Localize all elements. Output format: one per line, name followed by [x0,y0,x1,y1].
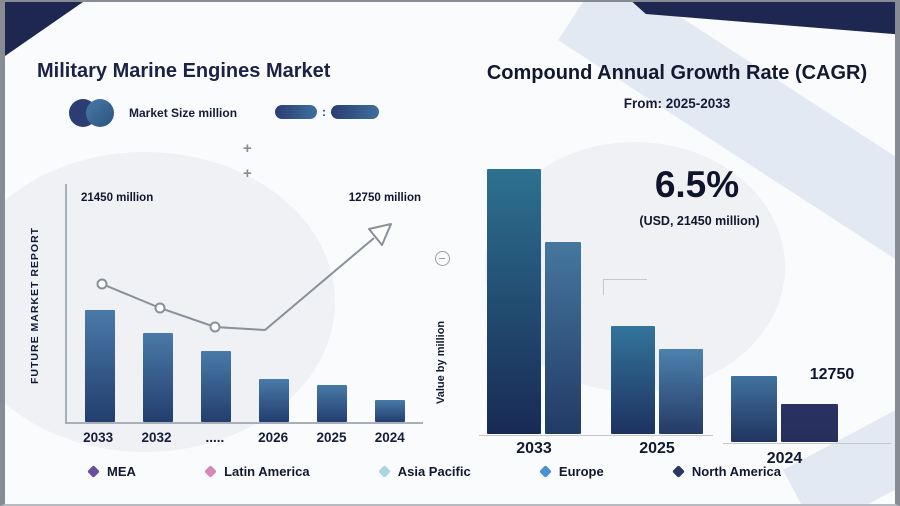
left-chart-x-axis-labels: 2033 2032..... 2026 2025 2024 [65,430,423,445]
legend-diamond [539,465,552,478]
left-x-label: 2033 [83,430,114,445]
left-x-label: 2025 [316,430,347,445]
left-chart-y-axis-label: FUTURE MARKET REPORT [29,226,41,384]
right-chart-y-axis-label: Value by million [435,320,447,404]
legend-item-north-america: North America [672,464,781,479]
left-chart-start-value: 21450 million [81,192,154,204]
legend-item-latin-america: Latin America [204,464,310,479]
left-chart-end-value: 12750 million [348,192,421,204]
left-bar-2032 [143,333,173,422]
right-x-label: 2025 [639,440,675,457]
right-bar [487,169,541,434]
right-bar [659,349,703,434]
legend-item-europe: Europe [539,464,604,479]
left-x-label: 2024 [374,430,405,445]
legend-label: MEA [107,464,136,479]
right-bar-group-2024 [731,376,838,442]
plus-decoration: + [243,140,252,157]
right-bar [731,376,777,442]
legend-item-mea: MEA [87,464,136,479]
page-title: Military Marine Engines Market [37,60,331,82]
left-chart-bars [67,184,423,422]
legend-label: North America [691,464,781,479]
cagr-chart: 12750 2033 2025 2024 [473,152,893,472]
left-bar-2026 [259,379,289,422]
market-size-legend: Market Size million [69,98,237,128]
right-bar-group-2025 [611,326,703,434]
left-bar-..... [201,351,231,422]
cagr-value: 6.5% [654,164,740,205]
legend-diamond [672,465,685,478]
cagr-period: From: 2025-2033 [623,96,731,111]
right-chart-baseline [479,434,713,436]
legend-diamond [87,465,100,478]
legend-label: Europe [558,464,604,479]
bracket-decoration [603,279,647,295]
region-legend: MEA Latin America Asia Pacific Europe North … [87,464,781,479]
legend-label: Latin America [224,464,310,479]
right-bar [611,326,655,434]
legend-diamond [204,465,217,478]
pill-separator: : [322,105,326,119]
market-size-legend-label: Market Size million [129,106,238,120]
left-bar-2024 [375,400,405,422]
right-chart-baseline [723,442,891,444]
market-size-chart: 21450 million 12750 million [65,184,423,424]
right-bar [781,404,838,442]
plus-decoration: + [243,165,252,182]
sphere-light-half [86,99,114,127]
left-x-label: 2026 [258,430,289,445]
corner-accent-top-left [5,2,83,56]
right-x-label: 2024 [766,450,803,467]
right-bar-group-2033 [487,169,581,434]
pill-decoration [331,105,379,119]
right-x-label: 2033 [516,440,552,457]
circle-decoration [435,251,450,266]
left-bar-2033 [85,310,115,422]
right-bar [545,242,581,434]
left-x-label: 2032 [141,430,172,445]
pill-decoration-group: : [275,105,379,119]
cagr-title: Compound Annual Growth Rate (CAGR) [486,62,868,84]
cagr-note: (USD, 21450 million) [639,214,760,228]
legend-diamond [377,465,391,478]
right-chart-annotation-12750: 12750 [809,366,855,383]
legend-item-asia-pacific: Asia Pacific [377,464,471,479]
left-bar-2025 [317,385,347,422]
pill-decoration [275,105,317,119]
left-x-label: ..... [205,430,225,445]
market-size-icon [69,98,117,128]
legend-label: Asia Pacific [397,464,471,479]
